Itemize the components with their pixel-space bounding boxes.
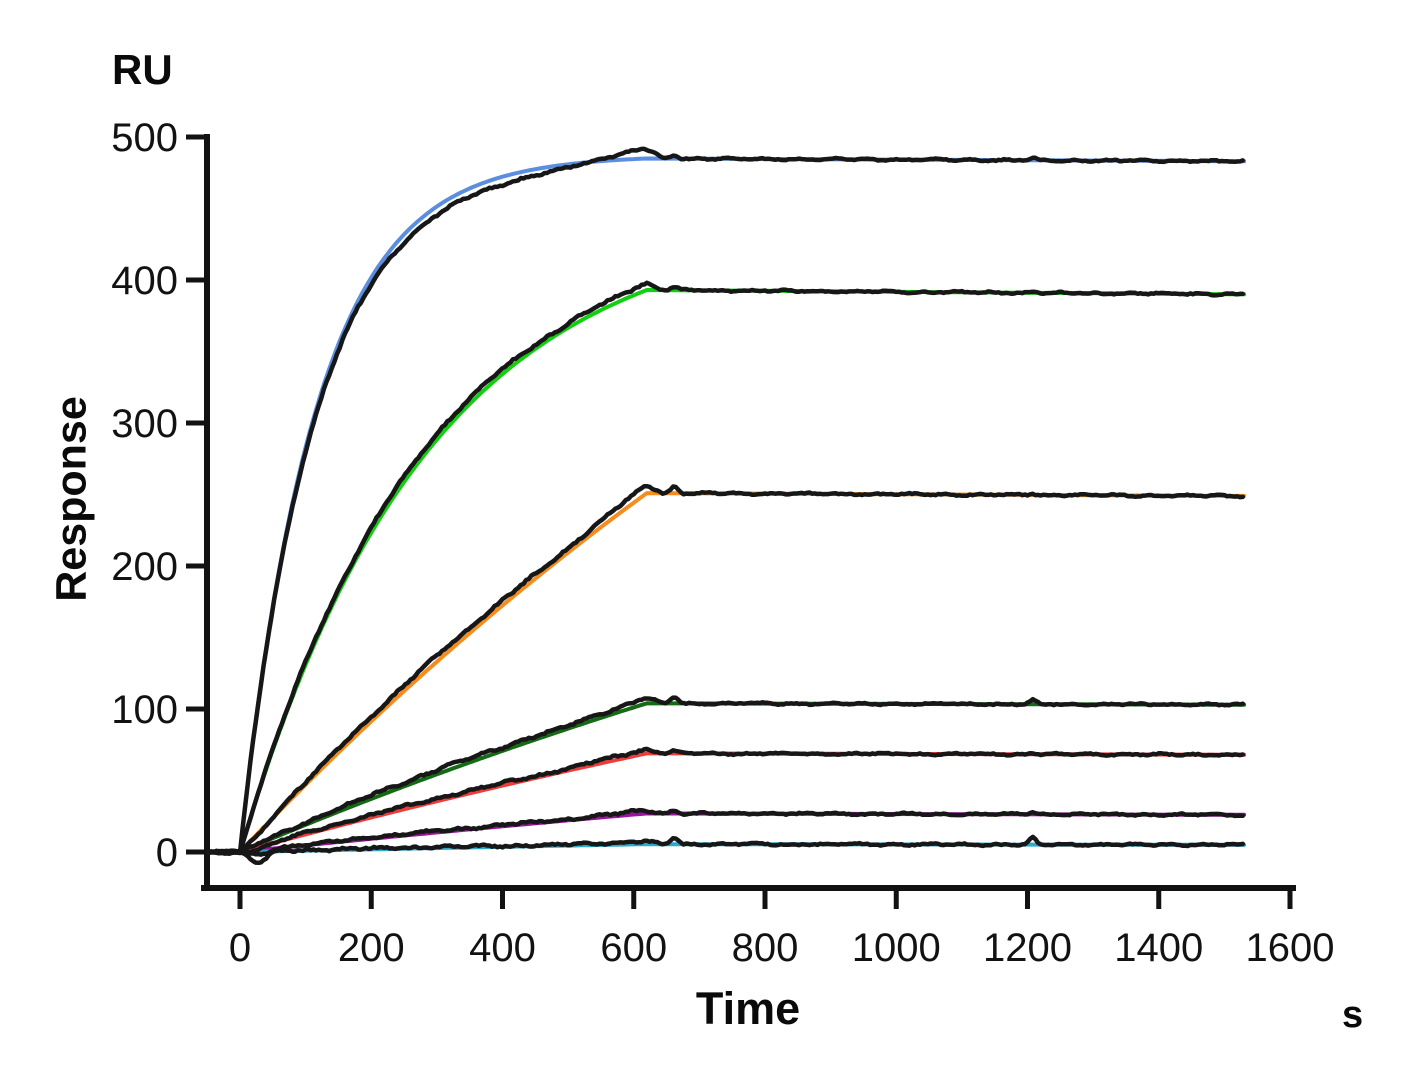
y-tick-label: 100 bbox=[111, 688, 178, 732]
y-tick-label: 400 bbox=[111, 259, 178, 303]
series-blue-data-trace bbox=[206, 146, 1246, 856]
series-green-fit-line bbox=[238, 288, 1247, 854]
x-tick-label: 600 bbox=[600, 926, 667, 970]
series-dark-green-fit-line bbox=[238, 701, 1247, 854]
x-axis-unit-label: s bbox=[1342, 994, 1364, 1036]
tick-marks bbox=[186, 134, 1293, 909]
series-cyan-data-trace bbox=[206, 834, 1246, 866]
y-tick-label: 0 bbox=[156, 831, 178, 875]
y-axis-unit-label: RU bbox=[112, 46, 173, 93]
data-traces bbox=[206, 146, 1246, 866]
y-tick-label: 300 bbox=[111, 402, 178, 446]
x-tick-label: 1400 bbox=[1114, 926, 1203, 970]
series-purple-data-trace bbox=[206, 807, 1246, 857]
x-tick-label: 200 bbox=[338, 926, 405, 970]
x-axis-title: Time bbox=[695, 983, 801, 1034]
series-green-data-trace bbox=[206, 280, 1246, 856]
series-orange-data-trace bbox=[206, 483, 1246, 856]
axes bbox=[201, 134, 1296, 891]
tick-labels: 0 100 200 300 400 500 0 200 400 600 800 1000 1200 140… bbox=[111, 116, 1334, 970]
series-orange-fit-line bbox=[238, 491, 1247, 854]
x-tick-label: 1000 bbox=[852, 926, 941, 970]
x-tick-label: 400 bbox=[469, 926, 536, 970]
x-tick-label: 1600 bbox=[1246, 926, 1335, 970]
fit-curves bbox=[238, 156, 1247, 854]
series-red-data-trace bbox=[206, 746, 1246, 856]
y-tick-label: 500 bbox=[111, 116, 178, 160]
y-tick-label: 200 bbox=[111, 545, 178, 589]
x-tick-label: 800 bbox=[732, 926, 799, 970]
x-tick-label: 1200 bbox=[983, 926, 1072, 970]
x-tick-label: 0 bbox=[229, 926, 251, 970]
series-dark-green-data-trace bbox=[206, 695, 1246, 856]
